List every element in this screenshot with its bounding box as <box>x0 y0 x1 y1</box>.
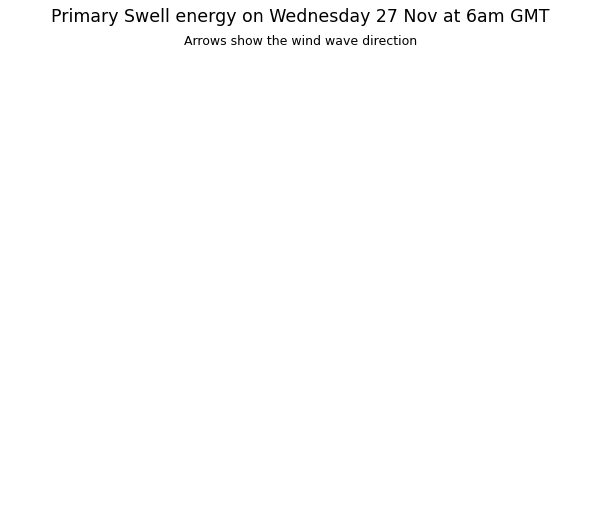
Text: Cartopy not available: Cartopy not available <box>196 273 405 292</box>
Text: Primary Swell energy on Wednesday 27 Nov at 6am GMT: Primary Swell energy on Wednesday 27 Nov… <box>51 8 550 26</box>
Text: Arrows show the wind wave direction: Arrows show the wind wave direction <box>184 35 417 49</box>
